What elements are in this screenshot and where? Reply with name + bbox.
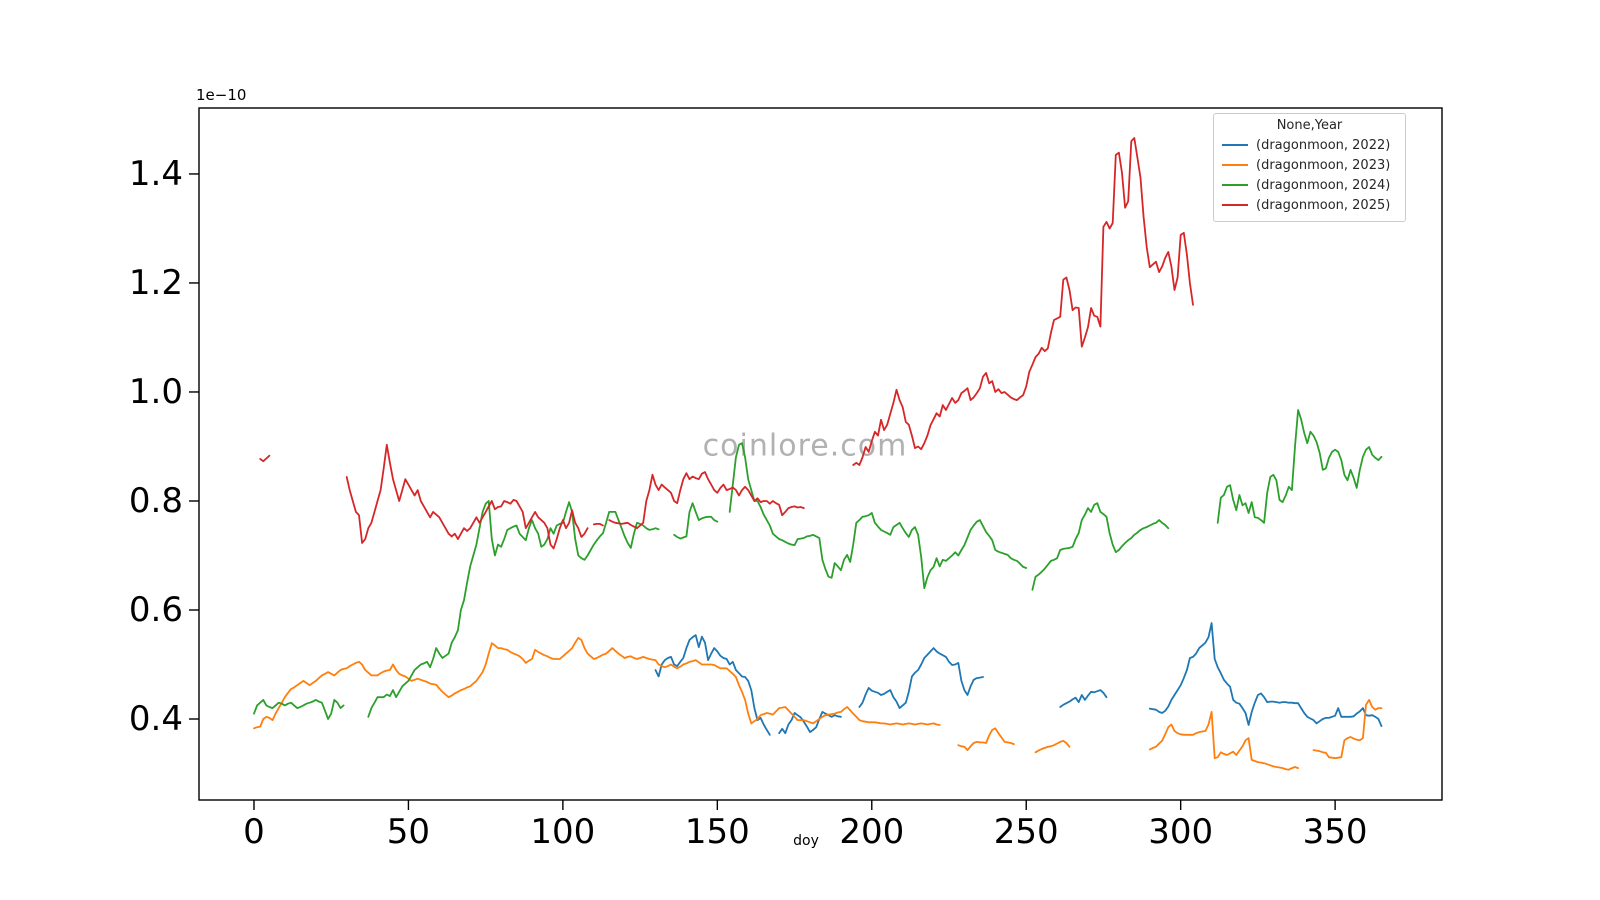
x-tick-label: 300	[1148, 812, 1214, 852]
x-tick-label: 0	[243, 812, 265, 852]
y-tick-label: 1.0	[128, 371, 183, 412]
legend-title: None,Year	[1276, 118, 1343, 133]
chart-line-dragonmoon-2025	[259, 137, 1194, 550]
x-tick-label: 350	[1302, 812, 1368, 852]
x-tick-label: 100	[530, 812, 596, 852]
y-axis-offset-label: 1e−10	[196, 86, 247, 104]
legend-line-swatch	[1222, 164, 1248, 166]
legend-label: (dragonmoon, 2023)	[1256, 157, 1391, 173]
y-tick-label: 0.4	[128, 699, 183, 739]
y-tick-label: 1.2	[128, 262, 183, 303]
y-tick-label: 0.8	[128, 480, 183, 521]
legend-entry: (dragonmoon, 2025)	[1222, 195, 1397, 215]
x-tick-label: 200	[839, 812, 905, 852]
legend-label: (dragonmoon, 2022)	[1256, 137, 1391, 153]
x-tick-label: 50	[386, 812, 431, 852]
legend-entry: (dragonmoon, 2022)	[1222, 135, 1397, 155]
legend-line-swatch	[1222, 184, 1248, 186]
legend-line-swatch	[1222, 204, 1248, 206]
x-axis-label: doy	[793, 833, 819, 849]
legend-line-swatch	[1222, 144, 1248, 146]
y-tick-label: 1.4	[128, 153, 183, 194]
x-tick-label: 250	[993, 812, 1059, 852]
legend-entry: (dragonmoon, 2023)	[1222, 155, 1397, 175]
y-tick-label: 0.6	[128, 589, 183, 630]
legend-label: (dragonmoon, 2025)	[1256, 197, 1391, 213]
legend-label: (dragonmoon, 2024)	[1256, 177, 1391, 193]
legend: None,Year (dragonmoon, 2022) (dragonmoon,…	[1213, 113, 1406, 222]
legend-entry: (dragonmoon, 2024)	[1222, 175, 1397, 195]
legend-entries: (dragonmoon, 2022) (dragonmoon, 2023) (dra…	[1222, 135, 1397, 215]
x-tick-label: 150	[684, 812, 750, 852]
chart-line-dragonmoon-2024	[253, 409, 1383, 720]
chart-line-dragonmoon-2023	[253, 636, 1383, 771]
chart-line-dragonmoon-2022	[654, 622, 1383, 736]
